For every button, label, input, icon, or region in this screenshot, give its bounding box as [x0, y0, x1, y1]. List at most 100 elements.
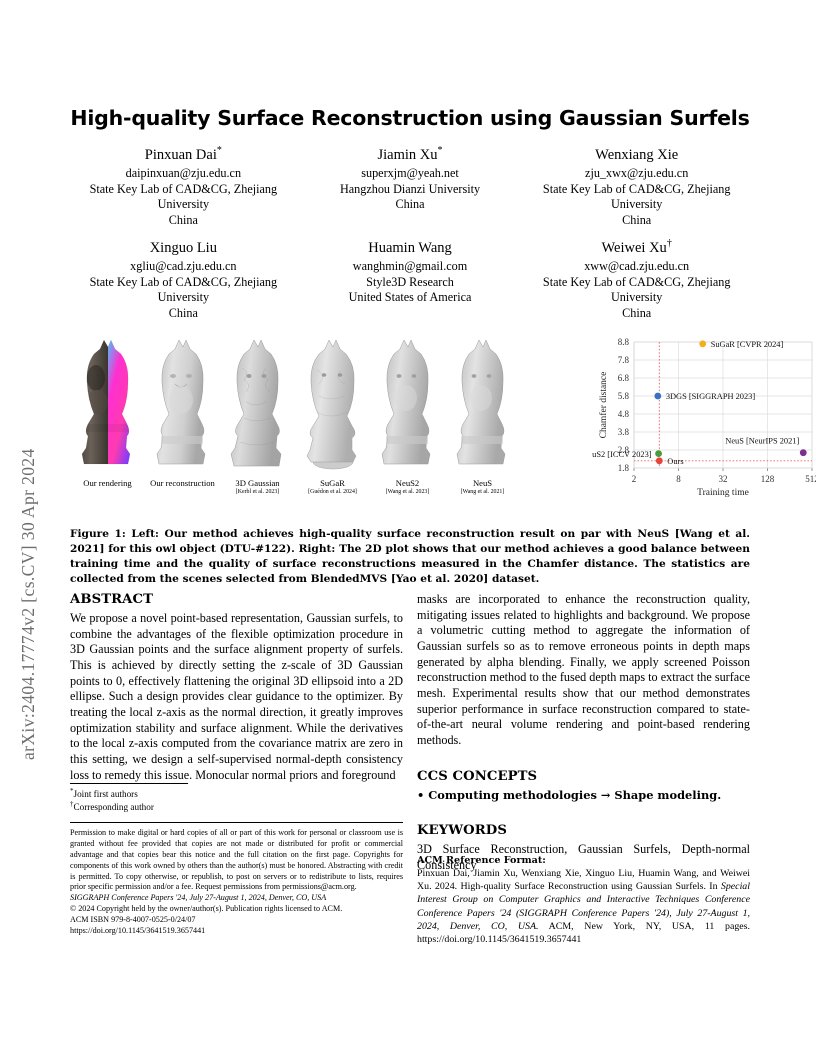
- author-email: xgliu@cad.zju.edu.cn: [130, 258, 237, 273]
- keywords-heading: KEYWORDS: [417, 823, 507, 839]
- copyright-rule: [70, 822, 403, 823]
- chart-svg: 2 8 32 128 512 1.8 2.8 3.8 4.8 5.8 6.8 7.8 8.8 Traini…: [592, 337, 816, 498]
- teaser-figure: Our rendering Our reconstruction 3D Gaus…: [70, 332, 816, 504]
- acm-reference-doi[interactable]: https://doi.org/10.1145/3641519.3657441: [417, 933, 582, 945]
- ccs-text: • Computing methodologies → Shape modeli…: [417, 787, 722, 802]
- owl-render-our-reconstruction: [145, 332, 220, 478]
- chart-point-ours: [655, 457, 663, 465]
- acm-reference-heading: ACM Reference Format:: [417, 855, 546, 866]
- owl-render-sugar: [295, 332, 370, 478]
- chart-point-neus2: [655, 450, 662, 457]
- owl-image: [156, 339, 206, 465]
- author-affiliation-line: China: [622, 306, 652, 321]
- owl-caption-label: 3D Gaussian: [235, 478, 280, 488]
- chart-y-tick-label: 4.8: [618, 409, 630, 419]
- chart-y-tick-label: 1.8: [618, 463, 630, 473]
- owl-caption-citation: [Guédon et al. 2024]: [308, 488, 357, 495]
- author-email: superxjm@yeah.net: [361, 165, 459, 180]
- authors-row-1: Pinxuan Dai* daipinxuan@zju.edu.cn State…: [70, 144, 750, 229]
- author-affiliation-line: China: [622, 213, 652, 228]
- chart-y-tick-label: 6.8: [618, 373, 630, 383]
- author-name: Pinxuan Dai*: [144, 145, 222, 163]
- owl-image: [381, 339, 431, 465]
- chart-point-neus: [799, 449, 807, 457]
- author-affiliation-line: United States of America: [348, 290, 472, 305]
- owl-caption: Our reconstruction: [145, 478, 220, 496]
- author-name: Xinguo Liu: [149, 239, 217, 256]
- owl-caption-label: SuGaR: [320, 478, 345, 488]
- author-block: Weiwei Xu† xww@cad.zju.edu.cn State Key …: [523, 237, 750, 322]
- footnote-joint-authors: *Joint first authors: [70, 787, 138, 800]
- permission-statement: Permission to make digital or hard copie…: [70, 828, 403, 892]
- author-name: Huamin Wang: [368, 239, 452, 256]
- author-affiliation-line: University: [610, 197, 663, 212]
- author-block: Huamin Wang wanghmin@gmail.com Style3D R…: [297, 237, 524, 322]
- chart-x-tick-label: 512: [805, 474, 816, 484]
- figure-caption: Figure 1: Left: Our method achieves high…: [70, 528, 750, 586]
- page-title: High-quality Surface Reconstruction usin…: [70, 106, 750, 130]
- owl-caption-label: NeuS: [472, 478, 493, 488]
- chart-x-tick-label: 8: [676, 474, 681, 484]
- owl-caption-citation: [Kerbl et al. 2023]: [235, 488, 280, 495]
- abstract-heading: ABSTRACT: [70, 592, 154, 607]
- author-affiliation-line: State Key Lab of CAD&CG, Zhejiang: [542, 181, 731, 196]
- authors-row-2: Xinguo Liu xgliu@cad.zju.edu.cn State Ke…: [70, 237, 750, 322]
- author-name: Wenxiang Xie: [595, 146, 679, 163]
- author-affiliation-line: University: [157, 197, 210, 212]
- owl-caption: NeuS [Wang et al. 2021]: [445, 478, 520, 496]
- author-affiliation-line: State Key Lab of CAD&CG, Zhejiang: [542, 274, 731, 289]
- doi-link[interactable]: https://doi.org/10.1145/3641519.3657441: [70, 925, 206, 935]
- owl-caption-label: NeuS2: [395, 478, 420, 488]
- arxiv-stamp: arXiv:2404.17774v2 [cs.CV] 30 Apr 2024: [18, 448, 38, 760]
- author-affiliation-line: Hangzhou Dianzi University: [339, 181, 481, 196]
- author-affiliation-line: University: [610, 290, 663, 305]
- chart-y-tick-label: 2.8: [618, 445, 630, 455]
- author-affiliation-line: Style3D Research: [366, 274, 454, 289]
- chart-y-axis-label: Chamfer distance: [598, 372, 609, 439]
- chart-y-tick-label: 7.8: [618, 355, 630, 365]
- owl-caption: Our rendering: [70, 478, 145, 496]
- owl-caption-label: Our rendering: [83, 478, 132, 488]
- owl-render-3d-gaussian: [220, 332, 295, 478]
- owl-caption-citation: [Wang et al. 2021]: [460, 488, 505, 495]
- author-block: Xinguo Liu xgliu@cad.zju.edu.cn State Ke…: [70, 237, 297, 322]
- chart-point-label: Ours: [667, 457, 683, 466]
- isbn-line: ACM ISBN 979-8-4007-0525-0/24/07: [70, 915, 196, 924]
- chart-point-3dgs: [654, 392, 662, 400]
- owl-image: [456, 339, 506, 465]
- chart-y-tick-label: 3.8: [618, 427, 630, 437]
- author-email: daipinxuan@zju.edu.cn: [125, 165, 242, 180]
- chamfer-vs-training-time-chart: 2 8 32 128 512 1.8 2.8 3.8 4.8 5.8 6.8 7.8 8.8 Traini…: [592, 332, 816, 500]
- right-column: masks are incorporated to enhance the re…: [417, 592, 750, 874]
- chart-x-axis-label: Training time: [697, 488, 749, 498]
- chart-y-tick-label: 5.8: [618, 391, 630, 401]
- owl-render-strip: [70, 332, 520, 484]
- abstract-text-left: We propose a novel point-based represent…: [70, 611, 403, 782]
- chart-x-tick-label: 2: [632, 474, 637, 484]
- footnote-rule: [70, 783, 188, 784]
- owl-image: [306, 339, 357, 470]
- author-affiliation-line: China: [395, 197, 425, 212]
- footnote-corresponding-author: †Corresponding author: [70, 800, 154, 813]
- owl-render-our-rendering: [70, 332, 145, 478]
- author-email: xww@cad.zju.edu.cn: [584, 258, 690, 273]
- conference-line: SIGGRAPH Conference Papers '24, July 27-…: [70, 893, 327, 903]
- author-email: wanghmin@gmail.com: [352, 258, 468, 273]
- chart-y-tick-label: 8.8: [618, 337, 630, 347]
- owl-caption: NeuS2 [Wang et al. 2023]: [370, 478, 445, 496]
- owl-render-neus: [445, 332, 520, 478]
- author-affiliation-line: China: [168, 213, 198, 228]
- owl-image: [81, 339, 131, 465]
- owl-caption: SuGaR [Guédon et al. 2024]: [295, 478, 370, 496]
- copyright-block: Permission to make digital or hard copie…: [70, 822, 403, 937]
- author-affiliation-line: University: [157, 290, 210, 305]
- chart-x-tick-label: 128: [761, 474, 775, 484]
- owl-image: [230, 339, 282, 467]
- author-block: Jiamin Xu* superxjm@yeah.net Hangzhou Di…: [297, 144, 524, 229]
- owl-render-neus2: [370, 332, 445, 478]
- abstract-text-right: masks are incorporated to enhance the re…: [417, 592, 751, 748]
- author-block: Wenxiang Xie zju_xwx@zju.edu.cn State Ke…: [523, 144, 750, 229]
- author-affiliation-line: State Key Lab of CAD&CG, Zhejiang: [89, 274, 278, 289]
- owl-caption-citation: [Wang et al. 2023]: [385, 488, 430, 495]
